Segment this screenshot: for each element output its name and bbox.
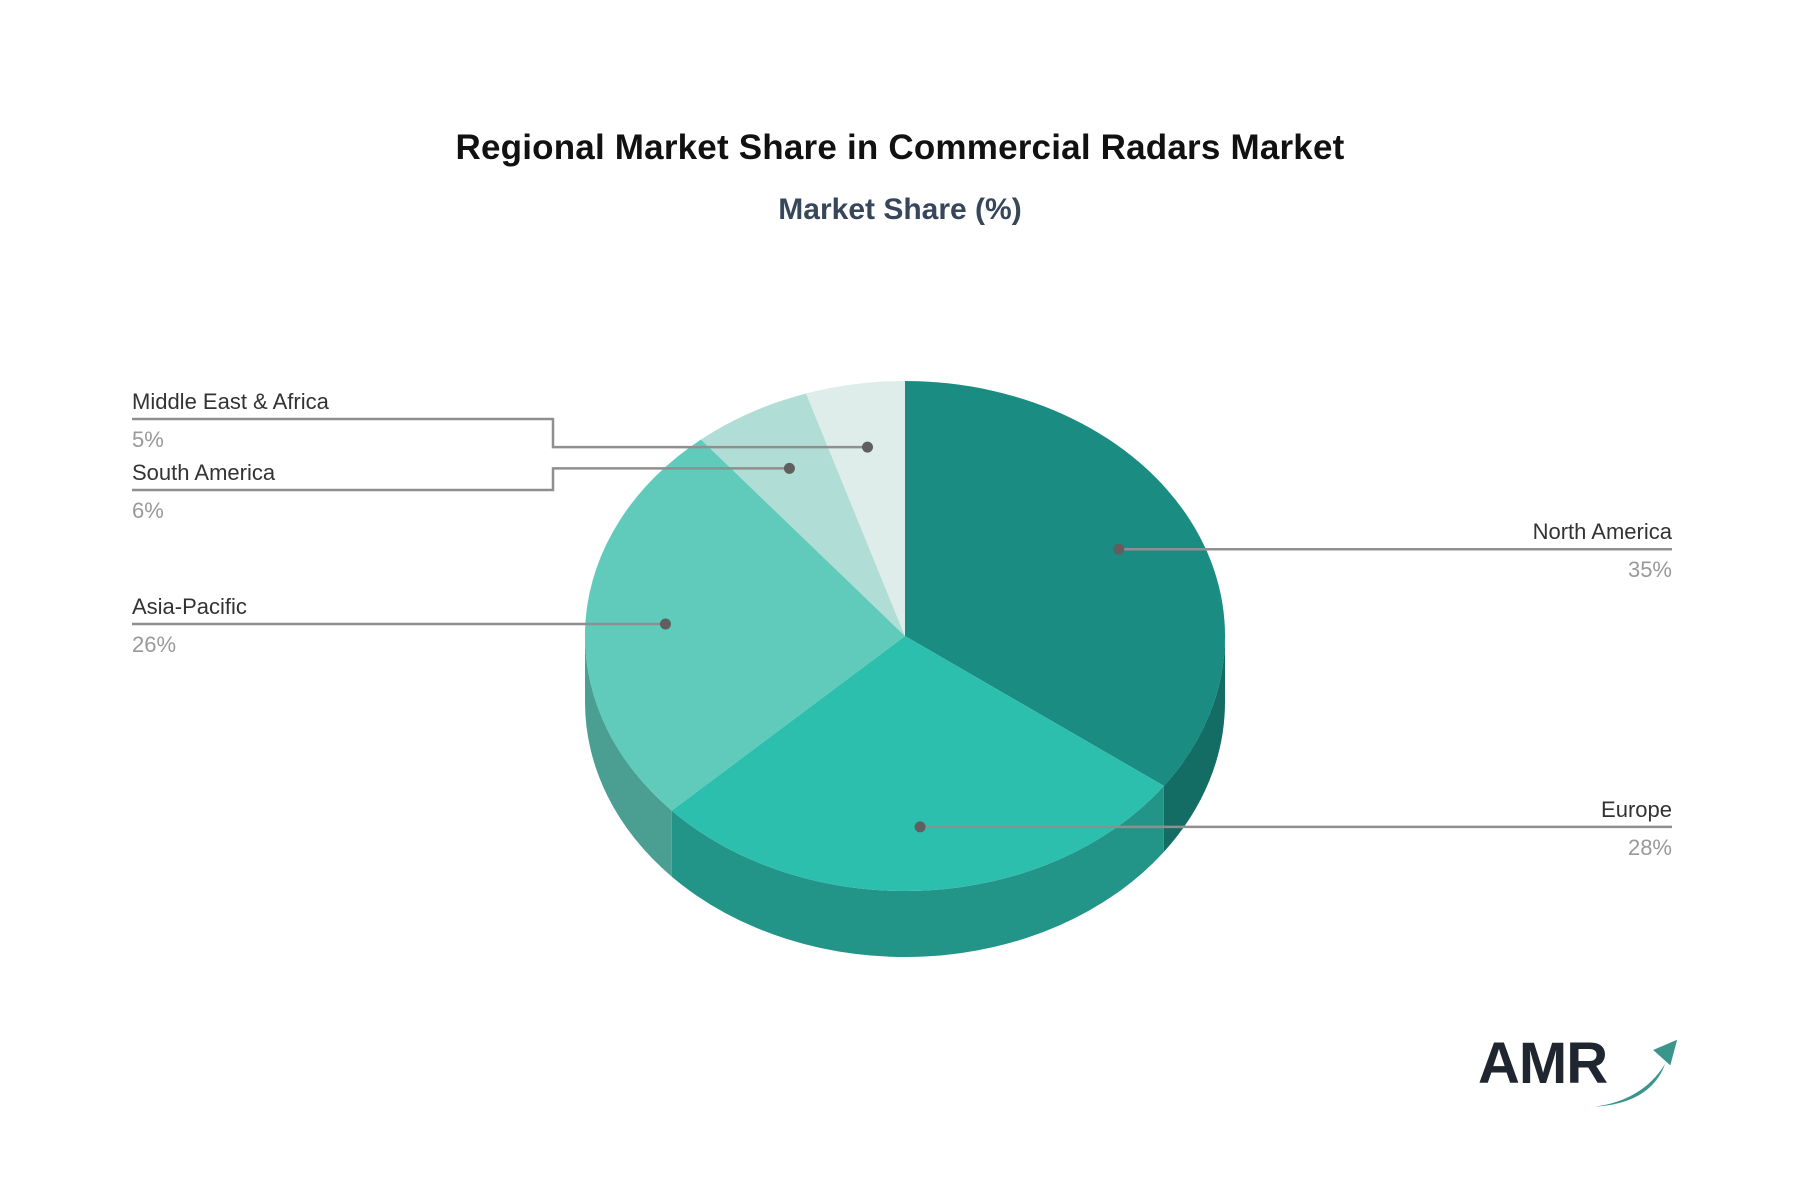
- label-group-middle-east-africa: Middle East & Africa 5%: [132, 389, 329, 453]
- chart-title: Regional Market Share in Commercial Rada…: [455, 128, 1345, 167]
- slice-value-label: 28%: [1627, 835, 1672, 860]
- slice-name-label: Middle East & Africa: [132, 389, 329, 414]
- logo-text: AMR: [1478, 1031, 1608, 1096]
- leader-dot-south-america: [783, 462, 795, 474]
- slice-name-label: Europe: [1601, 797, 1672, 822]
- leader-line-south-america: [132, 467, 790, 492]
- pie-slice-side-europe[interactable]: [671, 785, 1164, 958]
- label-group-europe: Europe 28%: [1601, 797, 1672, 861]
- leader-line-middle-east-africa: [132, 417, 868, 449]
- pie-slice-asia-pacific[interactable]: [584, 439, 905, 811]
- leader-dot-asia-pacific: [660, 618, 671, 630]
- pie-slice-middle-east-africa[interactable]: [806, 381, 905, 636]
- label-group-asia-pacific: Asia-Pacific 26%: [132, 594, 247, 658]
- logo-arrow-icon: [1594, 1039, 1678, 1107]
- chart-subtitle: Market Share (%): [778, 193, 1022, 226]
- pie-slice-side-north-america[interactable]: [1163, 636, 1225, 852]
- leader-dot-north-america: [1113, 543, 1125, 555]
- label-group-south-america: South America 6%: [132, 460, 275, 524]
- slice-name-label: North America: [1532, 519, 1672, 544]
- pie-slice-side-asia-pacific[interactable]: [585, 636, 672, 877]
- label-group-north-america: North America 35%: [1533, 519, 1672, 583]
- pie-slice-south-america[interactable]: [701, 393, 905, 637]
- brand-logo: AMR: [1478, 1031, 1679, 1110]
- slice-value-label: 5%: [132, 427, 164, 452]
- pie-slice-north-america[interactable]: [905, 381, 1226, 786]
- slice-value-label: 26%: [132, 632, 177, 657]
- slice-name-label: South America: [132, 460, 276, 485]
- leader-dot-europe: [914, 821, 926, 833]
- slice-name-label: Asia-Pacific: [132, 594, 247, 619]
- slice-value-label: 6%: [132, 498, 164, 523]
- leader-dot-middle-east-africa: [862, 441, 873, 453]
- slice-value-label: 35%: [1627, 557, 1672, 582]
